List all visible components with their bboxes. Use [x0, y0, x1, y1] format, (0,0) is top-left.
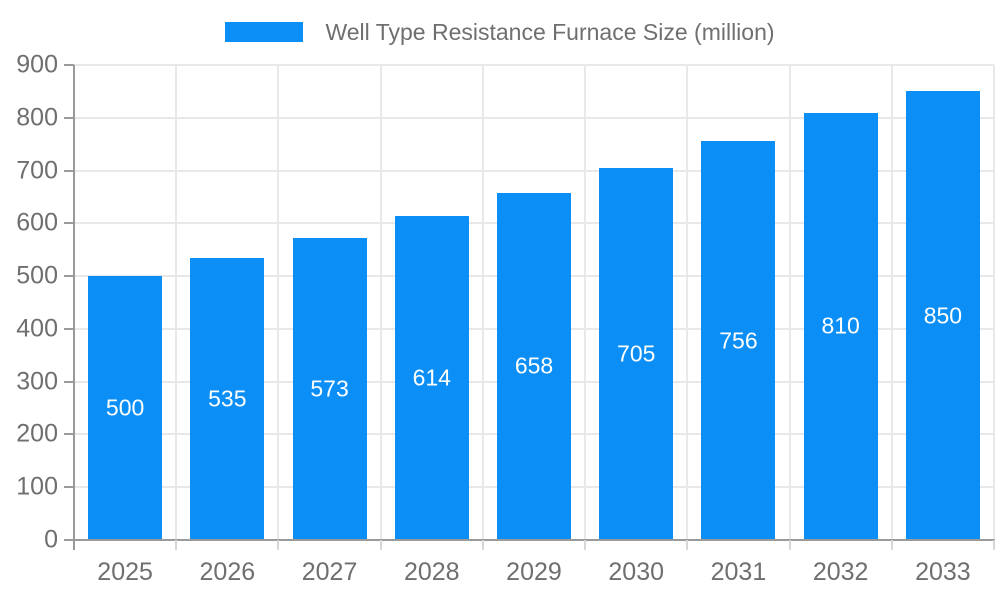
bar[interactable]	[88, 276, 163, 540]
y-axis-line	[73, 65, 75, 550]
x-tick	[481, 540, 484, 550]
bar[interactable]	[497, 192, 571, 540]
gridline-v	[584, 65, 587, 540]
x-tick-label: 2033	[915, 558, 971, 586]
bar-value-label: 705	[617, 340, 656, 367]
bar-value-label: 850	[923, 302, 963, 329]
y-tick-label: 600	[16, 208, 58, 237]
y-tick	[64, 169, 74, 172]
y-tick	[64, 64, 74, 66]
legend-label: Well Type Resistance Furnace Size (milli…	[325, 18, 775, 45]
x-tick-label: 2028	[403, 558, 460, 586]
gridline-v	[175, 65, 178, 540]
x-tick-label: 2029	[506, 558, 562, 586]
y-tick-label: 0	[44, 525, 58, 554]
y-tick	[64, 275, 74, 278]
y-tick	[64, 327, 74, 330]
x-axis-line	[73, 539, 995, 541]
gridline-v	[788, 65, 791, 540]
y-tick	[64, 486, 74, 489]
gridline-v	[277, 65, 280, 540]
x-tick	[788, 540, 791, 550]
x-tick	[890, 540, 893, 550]
y-tick	[64, 222, 74, 225]
bar-value-label: 535	[208, 385, 247, 412]
y-tick-label: 200	[16, 419, 58, 448]
bar-value-label: 756	[719, 327, 758, 353]
gridline-v	[481, 65, 484, 540]
y-tick-label: 800	[16, 103, 58, 132]
x-tick-label: 2032	[812, 558, 869, 586]
bar[interactable]	[599, 167, 674, 540]
y-tick-label: 400	[16, 314, 58, 343]
x-tick	[993, 540, 995, 550]
y-tick-label: 700	[16, 156, 58, 185]
bar[interactable]	[394, 215, 469, 540]
x-tick	[379, 540, 382, 550]
x-tick-label: 2026	[199, 558, 256, 586]
y-tick	[64, 380, 74, 383]
legend-item[interactable]: Well Type Resistance Furnace Size (milli…	[225, 18, 775, 46]
y-tick	[64, 116, 74, 119]
bar[interactable]	[292, 237, 367, 540]
x-tick-label: 2031	[710, 558, 767, 586]
x-tick	[175, 540, 178, 550]
bar-value-label: 658	[514, 352, 554, 379]
gridline-v	[379, 65, 382, 540]
gridline-v	[993, 65, 995, 540]
gridline-v	[890, 65, 893, 540]
bar-value-label: 573	[310, 375, 349, 402]
y-tick-label: 300	[16, 367, 58, 396]
bar[interactable]	[190, 257, 265, 540]
bar-value-label: 614	[412, 364, 451, 391]
y-tick	[64, 433, 74, 436]
x-tick-label: 2025	[97, 558, 153, 586]
bar[interactable]	[701, 141, 776, 540]
bar[interactable]	[905, 91, 980, 540]
gridline-h	[74, 116, 994, 119]
x-tick	[584, 540, 587, 550]
gridline-h	[74, 169, 994, 172]
bar-value-label: 810	[821, 312, 860, 339]
x-tick-label: 2030	[608, 558, 665, 586]
legend-swatch	[225, 22, 304, 42]
x-tick-label: 2027	[301, 558, 358, 586]
gridline-h	[74, 64, 994, 66]
y-tick-label: 500	[16, 261, 58, 290]
gridline-v	[686, 65, 689, 540]
x-tick	[686, 540, 689, 550]
x-tick	[277, 540, 280, 550]
bar[interactable]	[803, 112, 878, 540]
legend: Well Type Resistance Furnace Size (milli…	[0, 14, 1000, 50]
y-tick-label: 900	[16, 50, 58, 79]
y-tick	[64, 539, 74, 541]
y-tick-label: 100	[16, 472, 58, 501]
bar-value-label: 500	[105, 394, 145, 421]
